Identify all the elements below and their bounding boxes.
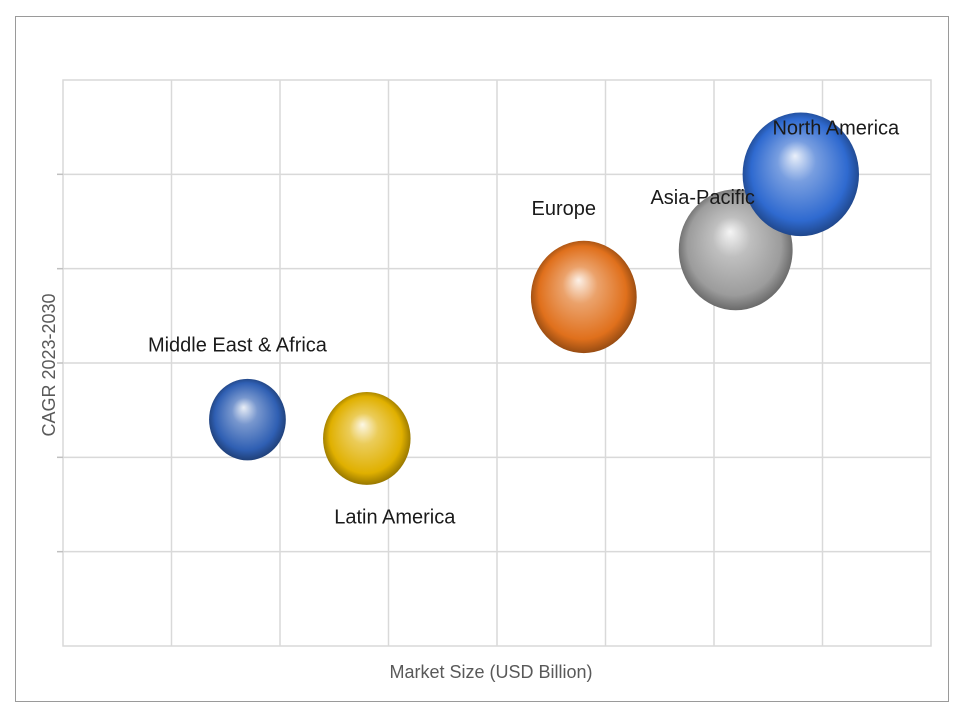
bubble-label: Europe	[532, 198, 597, 220]
bubble-label: Middle East & Africa	[148, 335, 328, 357]
bubble-latin-america	[323, 392, 411, 485]
bubble-europe	[530, 240, 637, 354]
bubble-label: North America	[772, 117, 900, 139]
bubble-label: Asia-Pacific	[650, 187, 754, 209]
bubble-middle-east-africa	[209, 378, 286, 461]
bubble-series	[209, 112, 859, 485]
bubble-label: Latin America	[334, 506, 456, 528]
y-axis-title: CAGR 2023-2030	[39, 293, 59, 436]
bubble-north-america	[742, 112, 859, 237]
bubble-labels: Middle East & Africa Latin America Europe A…	[148, 117, 900, 528]
x-axis-title: Market Size (USD Billion)	[389, 662, 592, 682]
